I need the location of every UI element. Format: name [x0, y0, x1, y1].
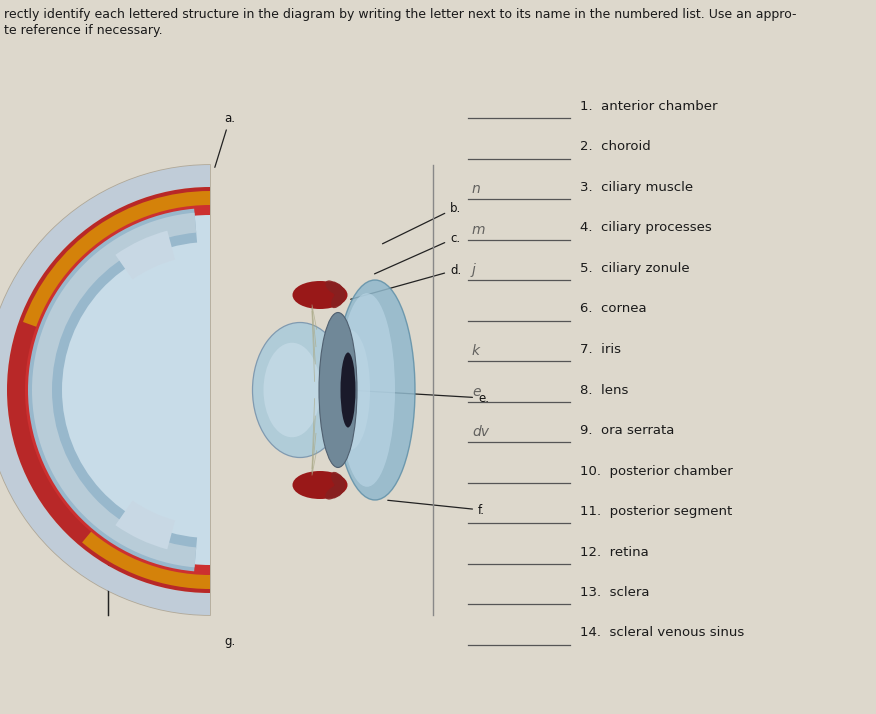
Ellipse shape — [334, 283, 344, 301]
Wedge shape — [32, 213, 196, 568]
Wedge shape — [7, 187, 210, 593]
Ellipse shape — [264, 343, 321, 437]
Text: 4.  ciliary processes: 4. ciliary processes — [580, 221, 711, 234]
Wedge shape — [35, 215, 210, 565]
Wedge shape — [0, 165, 210, 615]
Text: n: n — [472, 182, 481, 196]
Ellipse shape — [252, 323, 348, 458]
Text: Anterior
segment: Anterior segment — [22, 439, 71, 461]
Text: m: m — [472, 223, 485, 236]
Ellipse shape — [334, 479, 344, 497]
Ellipse shape — [335, 286, 345, 303]
Text: 13.  sclera: 13. sclera — [580, 586, 649, 599]
Ellipse shape — [335, 476, 345, 494]
Wedge shape — [23, 191, 210, 390]
Text: b.: b. — [383, 201, 462, 243]
Text: 11.  posterior segment: 11. posterior segment — [580, 505, 732, 518]
Text: 6.  cornea: 6. cornea — [580, 303, 646, 316]
Ellipse shape — [330, 330, 370, 450]
Ellipse shape — [339, 293, 395, 487]
Wedge shape — [82, 390, 210, 589]
Text: l.: l. — [121, 268, 162, 281]
Text: a.: a. — [215, 111, 236, 167]
Wedge shape — [28, 208, 197, 571]
Text: te reference if necessary.: te reference if necessary. — [4, 24, 163, 37]
Ellipse shape — [331, 472, 343, 488]
Ellipse shape — [335, 280, 415, 500]
Text: rectly identify each lettered structure in the diagram by writing the letter nex: rectly identify each lettered structure … — [4, 8, 796, 21]
Text: 3.  ciliary muscle: 3. ciliary muscle — [580, 181, 693, 194]
Wedge shape — [116, 501, 175, 549]
Text: n.: n. — [127, 208, 192, 228]
Text: j: j — [472, 263, 476, 277]
Ellipse shape — [341, 353, 356, 428]
Text: c.: c. — [375, 231, 460, 274]
Wedge shape — [0, 165, 210, 615]
Ellipse shape — [334, 288, 345, 306]
Text: k: k — [472, 344, 480, 358]
Text: d.: d. — [350, 263, 462, 299]
Ellipse shape — [325, 486, 341, 500]
Text: m.: m. — [113, 238, 173, 259]
Text: 2.  choroid: 2. choroid — [580, 141, 651, 154]
Text: k.: k. — [104, 318, 142, 331]
Text: e.: e. — [350, 390, 489, 405]
Wedge shape — [25, 205, 210, 575]
Text: f.: f. — [388, 501, 485, 516]
Ellipse shape — [293, 471, 348, 499]
Text: 7.  iris: 7. iris — [580, 343, 621, 356]
Text: 12.  retina: 12. retina — [580, 545, 649, 558]
Ellipse shape — [319, 313, 357, 468]
Ellipse shape — [330, 483, 343, 498]
Text: i.: i. — [131, 478, 189, 491]
Ellipse shape — [293, 281, 348, 309]
Text: 1.  anterior chamber: 1. anterior chamber — [580, 100, 717, 113]
Ellipse shape — [330, 281, 343, 297]
Text: 5.  ciliary zonule: 5. ciliary zonule — [580, 262, 689, 275]
Text: 9.  ora serrata: 9. ora serrata — [580, 424, 675, 437]
Wedge shape — [116, 231, 175, 279]
Ellipse shape — [325, 281, 341, 294]
Text: g.: g. — [224, 635, 236, 648]
Ellipse shape — [331, 292, 343, 308]
Text: 10.  posterior chamber: 10. posterior chamber — [580, 465, 732, 478]
Text: dv: dv — [472, 425, 489, 439]
Text: 14.  scleral venous sinus: 14. scleral venous sinus — [580, 626, 745, 640]
Text: j.: j. — [108, 378, 152, 391]
Text: e: e — [472, 385, 481, 398]
Text: h.: h. — [127, 528, 180, 541]
Ellipse shape — [334, 474, 345, 491]
Text: 8.  lens: 8. lens — [580, 383, 628, 396]
